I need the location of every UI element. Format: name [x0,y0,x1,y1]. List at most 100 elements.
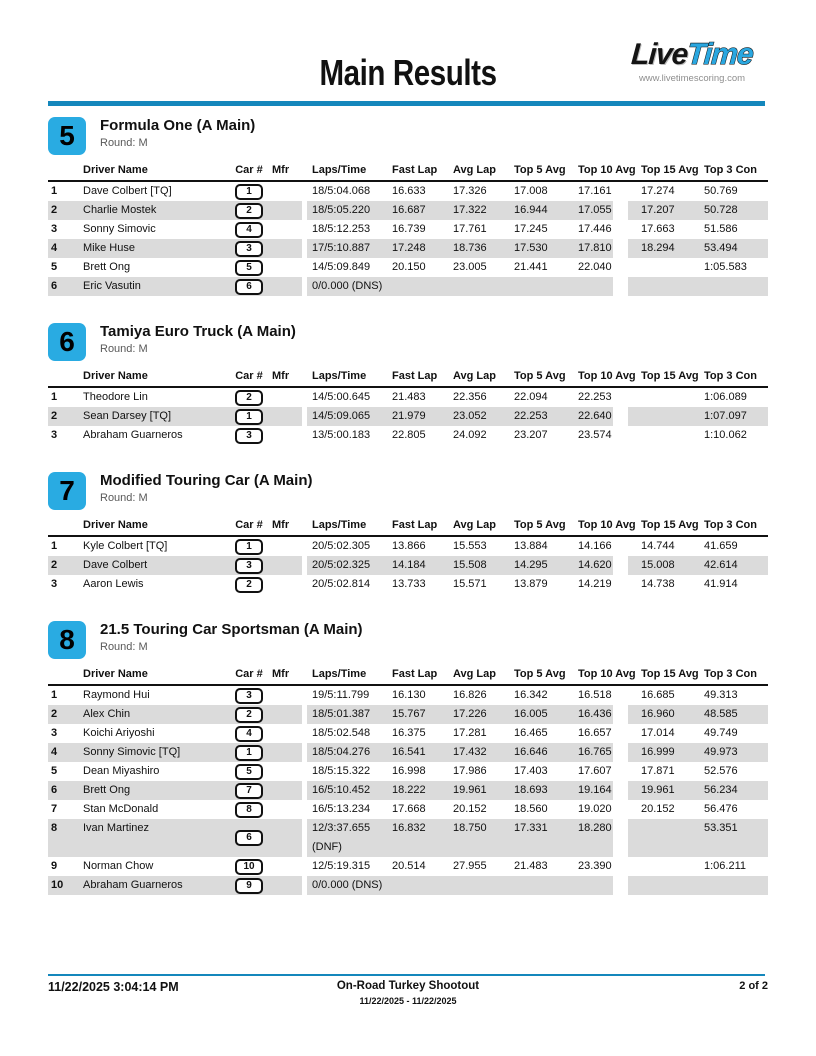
driver-name-column-header: Driver Name [83,370,148,382]
laps-time-cell: 18/5:15.322 [307,762,385,781]
top15-avg-cell: 17.663 [641,223,675,235]
position-column-header [48,366,76,386]
laps-time-value: 13/5:00.183 [312,429,371,441]
laps-time-cell: 18/5:02.548 [307,724,385,743]
top10-avg-cell: 14.166 [578,540,612,552]
car-number-badge: 2 [235,202,263,219]
top10-avg-cell: 19.020 [578,803,612,815]
table-header-row: Driver Name Car # Mfr Laps/Time Fast Lap… [48,366,768,388]
mfr-cell [268,407,302,426]
table-row: 1 Kyle Colbert [TQ] 1 20/5:02.305 13.866… [48,537,768,556]
top5-avg-cell: 16.944 [507,201,571,220]
car-number-badge: 1 [235,538,263,555]
top15-avg-cell [628,258,697,277]
mfr-cell [268,686,302,705]
top10-avg-cell: 16.657 [578,727,612,739]
position-cell: 2 [48,201,76,220]
avg-lap-column-header: Avg Lap [453,519,496,531]
avg-lap-cell: 18.736 [446,239,507,258]
fast-lap-cell: 16.998 [392,765,426,777]
laps-time-value: 0/0.000 (DNS) [312,280,383,292]
position-cell: 4 [48,743,76,762]
results-table: Driver Name Car # Mfr Laps/Time Fast Lap… [48,664,768,895]
results-sections: 5 Formula One (A Main) Round: M Driver N… [48,117,768,922]
top3-con-cell: 51.586 [704,223,738,235]
car-number-badge: 2 [235,576,263,593]
laps-time-cell: 13/5:00.183 [307,426,385,445]
car-number-cell: 10 [230,857,268,876]
table-row: 6 Brett Ong 7 16/5:10.452 18.222 19.961 … [48,781,768,800]
top10-avg-cell: 22.640 [571,407,613,426]
top10-avg-cell: 14.219 [578,578,612,590]
laps-time-cell: 18/5:01.387 [307,705,385,724]
driver-name-cell: Eric Vasutin [76,277,230,296]
laps-time-status: (DNF) [312,841,342,853]
top10-avg-cell: 17.446 [578,223,612,235]
car-number-cell: 3 [230,426,268,445]
laps-time-value: 18/5:02.548 [312,727,371,739]
laps-time-cell: 14/5:00.645 [307,388,385,407]
logo-website-url: www.livetimescoring.com [638,73,746,84]
driver-name-cell: Brett Ong [76,781,230,800]
table-body: 1 Dave Colbert [TQ] 1 18/5:04.068 16.633… [48,182,768,296]
footer-divider-rule [48,974,765,976]
footer-event-dates: 11/22/2025 - 11/22/2025 [359,996,457,1006]
laps-time-cell: 20/5:02.814 [307,575,385,594]
top10-avg-cell: 17.161 [578,185,612,197]
top3-con-cell: 56.476 [704,803,738,815]
fast-lap-cell: 16.687 [385,201,446,220]
top5-avg-column-header: Top 5 Avg [514,164,566,176]
top15-avg-cell: 15.008 [628,556,697,575]
car-number-badge: 4 [235,725,263,742]
car-number-badge: 3 [235,687,263,704]
top3-con-cell: 41.659 [704,540,738,552]
laps-time-column-header: Laps/Time [312,519,367,531]
table-row: 5 Dean Miyashiro 5 18/5:15.322 16.998 17… [48,762,768,781]
top5-avg-cell: 21.441 [514,261,548,273]
livetime-logo: LiveTime www.livetimescoring.com [612,37,772,84]
table-body: 1 Raymond Hui 3 19/5:11.799 16.130 16.82… [48,686,768,895]
avg-lap-cell: 15.571 [453,578,487,590]
fast-lap-cell: 16.633 [392,185,426,197]
table-row: 3 Abraham Guarneros 3 13/5:00.183 22.805… [48,426,768,445]
avg-lap-cell: 17.326 [453,185,487,197]
top3-con-cell: 50.769 [704,185,738,197]
race-number-badge: 8 [48,621,86,659]
car-number-cell: 1 [230,182,268,201]
top10-avg-cell: 17.810 [571,239,613,258]
position-cell: 1 [51,185,58,197]
car-number-column-header: Car # [235,164,263,176]
race-class-title: Formula One (A Main) [100,117,256,134]
top15-avg-cell: 17.871 [641,765,675,777]
top15-avg-column-header: Top 15 Avg [641,370,699,382]
top10-avg-cell: 22.253 [578,391,612,403]
car-number-badge: 9 [235,877,263,894]
top5-avg-cell [507,277,571,296]
laps-time-cell: 20/5:02.325 [307,556,385,575]
fast-lap-cell: 16.375 [392,727,426,739]
laps-time-cell: 16/5:10.452 [307,781,385,800]
top10-avg-cell: 23.574 [578,429,612,441]
section-header: 6 Tamiya Euro Truck (A Main) Round: M [48,323,768,366]
fast-lap-cell: 22.805 [392,429,426,441]
top5-avg-cell: 13.884 [514,540,548,552]
top15-avg-cell: 20.152 [641,803,675,815]
avg-lap-cell: 17.322 [446,201,507,220]
avg-lap-cell: 18.750 [446,819,507,857]
car-number-cell: 2 [230,705,268,724]
laps-time-value: 14/5:09.065 [312,410,371,422]
top10-avg-cell: 16.518 [578,689,612,701]
race-number-badge: 5 [48,117,86,155]
position-cell: 1 [51,689,58,701]
top3-con-cell: 1:05.583 [704,261,747,273]
top5-avg-cell: 17.245 [514,223,548,235]
mfr-cell [268,556,302,575]
position-cell: 9 [51,860,58,872]
mfr-cell [268,575,302,594]
laps-time-value: 18/5:04.068 [312,185,371,197]
table-row: 9 Norman Chow 10 12/5:19.315 20.514 27.9… [48,857,768,876]
car-number-cell: 1 [230,743,268,762]
driver-name-cell: Ivan Martinez [76,819,230,857]
avg-lap-cell: 27.955 [453,860,487,872]
logo-live-word: Live [630,38,689,71]
